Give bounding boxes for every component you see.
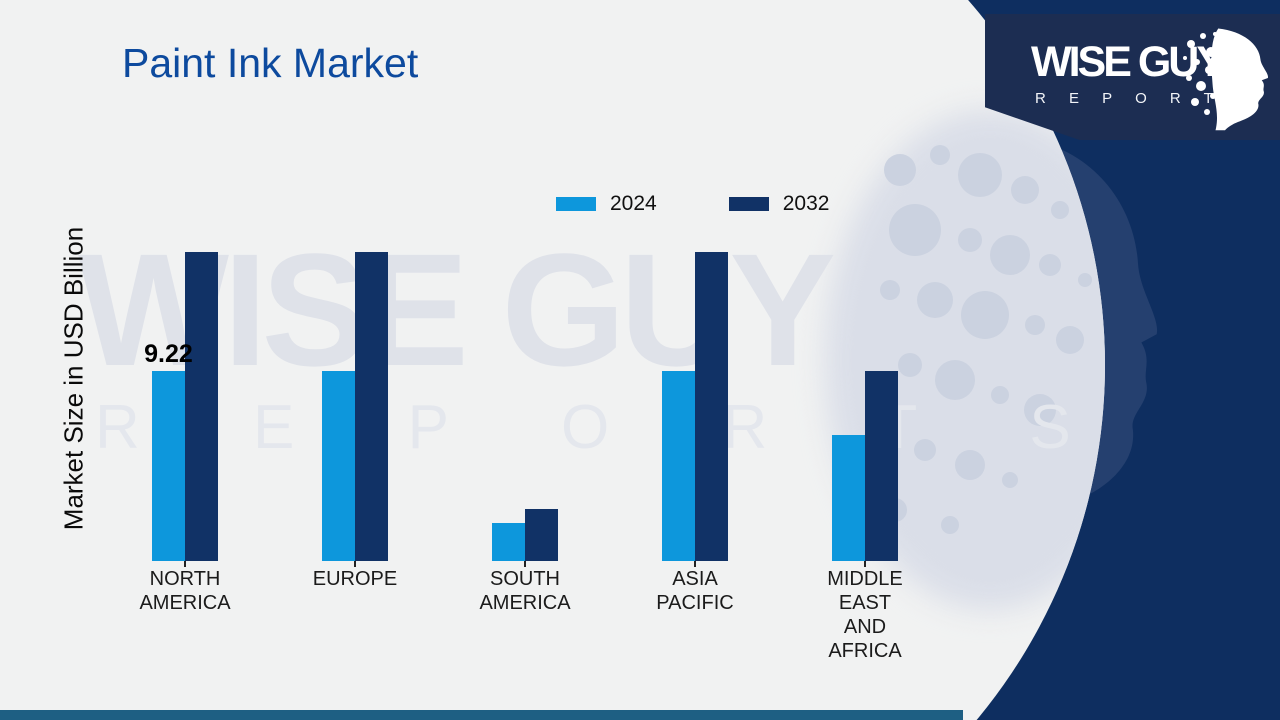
watermark-dot: [914, 439, 936, 461]
bar-value-label: 9.22: [144, 340, 193, 368]
bar-2032-south-america: [525, 509, 558, 561]
logo-dot: [1191, 98, 1199, 106]
logo-dot: [1183, 56, 1187, 60]
bar-2024-europe: [322, 371, 355, 561]
watermark-dot: [898, 353, 922, 377]
x-axis-label-north-america: NORTH AMERICA: [139, 568, 231, 614]
x-axis-tick: [864, 561, 866, 567]
logo-dot: [1213, 32, 1217, 36]
watermark-dot: [961, 291, 1009, 339]
legend-swatch-2024: [556, 197, 596, 211]
chart-legend: 2024 2032: [556, 192, 829, 216]
x-axis-label-asia-pacific: ASIA PACIFIC: [656, 568, 734, 614]
watermark-dot: [1039, 254, 1061, 276]
logo-dot: [1210, 93, 1216, 99]
watermark-dot: [889, 204, 941, 256]
x-axis-label-south-america: SOUTH AMERICA: [479, 568, 571, 614]
bar-2032-europe: [355, 252, 388, 561]
legend-swatch-2032: [728, 197, 769, 211]
watermark-dot: [941, 516, 959, 534]
bar-2032-north-america: [185, 252, 218, 561]
bar-2024-middle-east-and-africa: [832, 435, 865, 561]
x-axis-tick: [524, 561, 526, 567]
logo-dot: [1196, 81, 1206, 91]
bar-2024-north-america: [152, 371, 185, 561]
watermark-dot: [955, 450, 985, 480]
x-axis-tick: [694, 561, 696, 567]
logo-dot: [1186, 75, 1192, 81]
watermark-dot: [1025, 315, 1045, 335]
bar-2032-asia-pacific: [695, 252, 728, 561]
watermark-dot: [990, 235, 1030, 275]
watermark-brand-line2: R E P O R T S: [95, 393, 1119, 462]
bar-2024-asia-pacific: [662, 371, 695, 561]
logo-dot: [1204, 109, 1210, 115]
watermark-dot: [1024, 394, 1056, 426]
watermark-dot: [884, 154, 916, 186]
watermark-dot: [930, 145, 950, 165]
page-title: Paint Ink Market: [122, 40, 419, 86]
x-axis-label-middle-east-and-africa: MIDDLE EAST AND AFRICA: [827, 568, 903, 662]
bar-2024-south-america: [492, 523, 525, 561]
x-axis-tick: [354, 561, 356, 567]
watermark-dot: [958, 153, 1002, 197]
watermark-dot: [991, 386, 1009, 404]
watermark-dot: [1078, 273, 1092, 287]
logo-dot: [1206, 47, 1216, 57]
logo-face-profile-icon: [1211, 28, 1269, 131]
legend-label-2024: 2024: [610, 192, 657, 215]
wiseguy-logo: WISE GUY R E P O R T S: [985, 14, 1280, 140]
background-circle: [825, 110, 1105, 610]
logo-dot: [1194, 59, 1200, 65]
watermark-dot: [880, 280, 900, 300]
x-axis-label-europe: EUROPE: [312, 568, 398, 590]
bottom-accent-bar: [0, 710, 963, 720]
watermark-dot: [1002, 472, 1018, 488]
watermark-dot: [958, 228, 982, 252]
watermark-dot: [935, 360, 975, 400]
x-axis-tick: [184, 561, 186, 567]
watermark-dot: [1011, 176, 1039, 204]
watermark-dot: [1051, 201, 1069, 219]
logo-dot: [1205, 66, 1213, 74]
watermark-dot: [1056, 326, 1084, 354]
watermark-dot: [917, 282, 953, 318]
logo-dot: [1187, 40, 1195, 48]
logo-dot: [1200, 33, 1206, 39]
bar-2032-middle-east-and-africa: [865, 371, 898, 561]
legend-label-2032: 2032: [782, 192, 830, 215]
